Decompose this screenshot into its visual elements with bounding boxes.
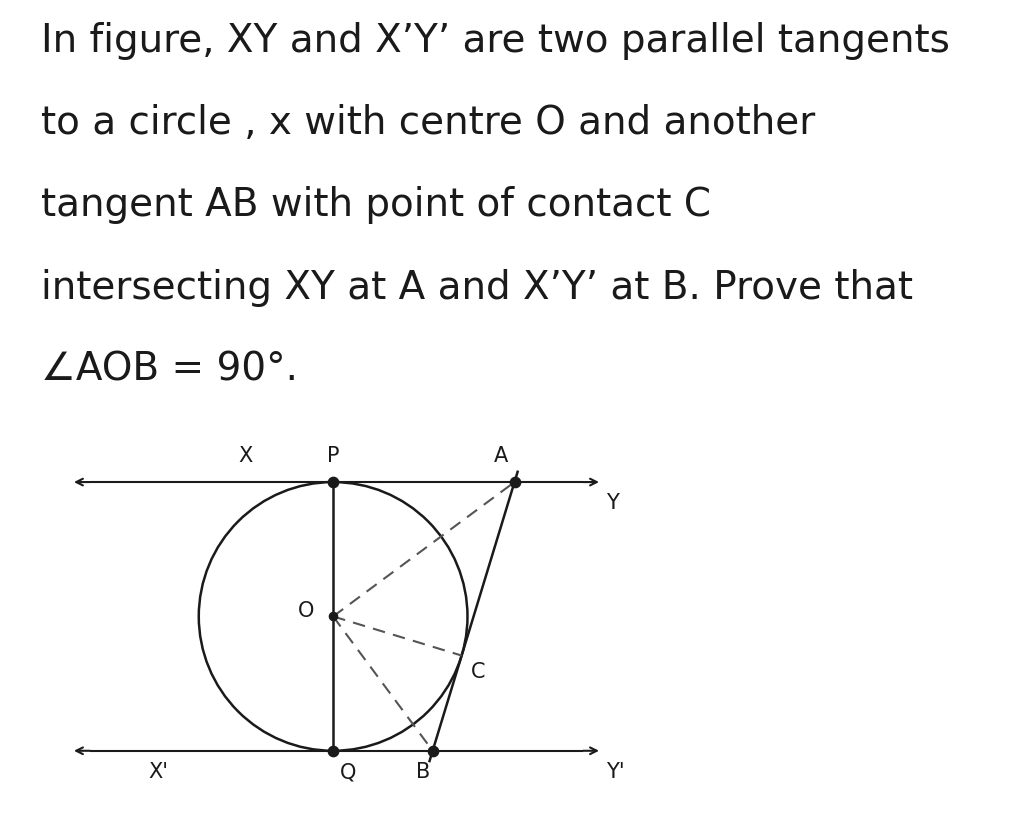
Text: C: C <box>471 662 485 682</box>
Point <box>325 610 341 623</box>
Text: ∠AOB = 90°.: ∠AOB = 90°. <box>41 351 298 389</box>
Point <box>325 476 341 489</box>
Text: X: X <box>239 446 253 466</box>
Text: Q: Q <box>340 762 356 782</box>
Text: In figure, XY and X’Y’ are two parallel tangents: In figure, XY and X’Y’ are two parallel … <box>41 22 950 60</box>
Point <box>425 744 441 757</box>
Text: X': X' <box>148 762 169 782</box>
Text: O: O <box>298 601 314 621</box>
Text: Y': Y' <box>606 762 625 782</box>
Text: tangent AB with point of contact C: tangent AB with point of contact C <box>41 187 711 224</box>
Point <box>325 744 341 757</box>
Text: B: B <box>416 762 430 782</box>
Text: A: A <box>494 446 508 466</box>
Text: intersecting XY at A and X’Y’ at B. Prove that: intersecting XY at A and X’Y’ at B. Prov… <box>41 268 913 307</box>
Text: P: P <box>327 446 339 466</box>
Text: to a circle , x with centre O and another: to a circle , x with centre O and anothe… <box>41 104 815 142</box>
Text: Y: Y <box>606 493 618 513</box>
Point <box>506 476 522 489</box>
